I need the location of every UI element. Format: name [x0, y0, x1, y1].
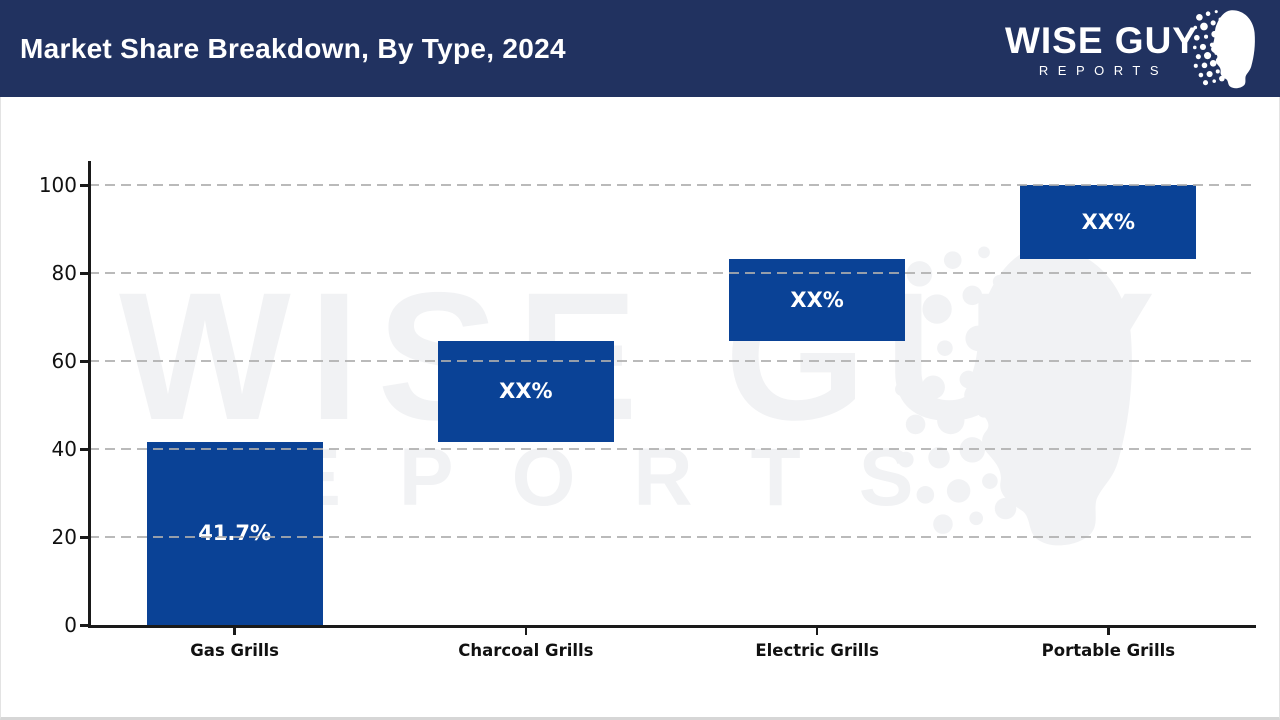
bar-charcoal-grills: XX%: [437, 340, 614, 442]
y-tick-mark-100: [80, 184, 89, 187]
gridline-20: [89, 536, 1254, 538]
y-tick-label-40: 40: [51, 437, 77, 461]
y-tick-label-0: 0: [64, 613, 77, 637]
x-tick-label-charcoal-grills: Charcoal Grills: [458, 641, 594, 660]
bar-value-label: XX%: [790, 287, 844, 312]
page-title: Market Share Breakdown, By Type, 2024: [20, 32, 566, 64]
brand-name: WISE GUY: [1004, 19, 1198, 61]
gridline-40: [89, 448, 1254, 450]
x-tick-label-portable-grills: Portable Grills: [1041, 641, 1176, 660]
y-tick-mark-0: [80, 624, 89, 627]
y-axis-line: [88, 161, 91, 627]
gridline-100: [89, 184, 1254, 186]
bar-gas-grills: 41.7%: [146, 441, 323, 625]
y-tick-label-60: 60: [51, 349, 77, 373]
y-tick-label-80: 80: [51, 261, 77, 285]
brand-logo-text: WISE GUY REPORTS: [1005, 22, 1198, 78]
y-tick-mark-40: [80, 448, 89, 451]
bar-portable-grills: XX%: [1020, 185, 1197, 259]
y-tick-mark-60: [80, 360, 89, 363]
y-tick-mark-80: [80, 272, 89, 275]
brand-subname: REPORTS: [1038, 62, 1169, 78]
bar-value-label: XX%: [499, 379, 553, 404]
y-tick-mark-20: [80, 536, 89, 539]
plot-area: 0 20 40 60 80 100 41.7% Gas Grills XX% Charcoal G…: [1, 97, 1280, 717]
brand-logo: WISE GUY REPORTS: [1005, 2, 1272, 97]
watermark-face-icon: [873, 223, 1185, 575]
x-tick-label-gas-grills: Gas Grills: [190, 641, 279, 660]
x-tick-label-electric-grills: Electric Grills: [755, 641, 879, 660]
x-tick-mark-electric-grills: [815, 627, 819, 635]
gridline-60: [89, 360, 1254, 362]
bar-value-label: XX%: [1081, 209, 1136, 234]
x-tick-mark-portable-grills: [1107, 627, 1110, 635]
x-tick-mark-charcoal-grills: [524, 627, 528, 635]
y-tick-label-100: 100: [38, 173, 77, 197]
x-axis-line: [88, 625, 1256, 628]
bar-value-label: 41.7%: [198, 521, 272, 546]
y-tick-label-20: 20: [51, 525, 77, 549]
chart-area: WISE GUY REPORTS 0 20 40 60 80 100 41.7% Gas Gr…: [0, 97, 1280, 720]
x-tick-mark-gas-grills: [233, 627, 236, 635]
header: Market Share Breakdown, By Type, 2024 WI…: [0, 0, 1280, 97]
gridline-80: [89, 272, 1254, 274]
